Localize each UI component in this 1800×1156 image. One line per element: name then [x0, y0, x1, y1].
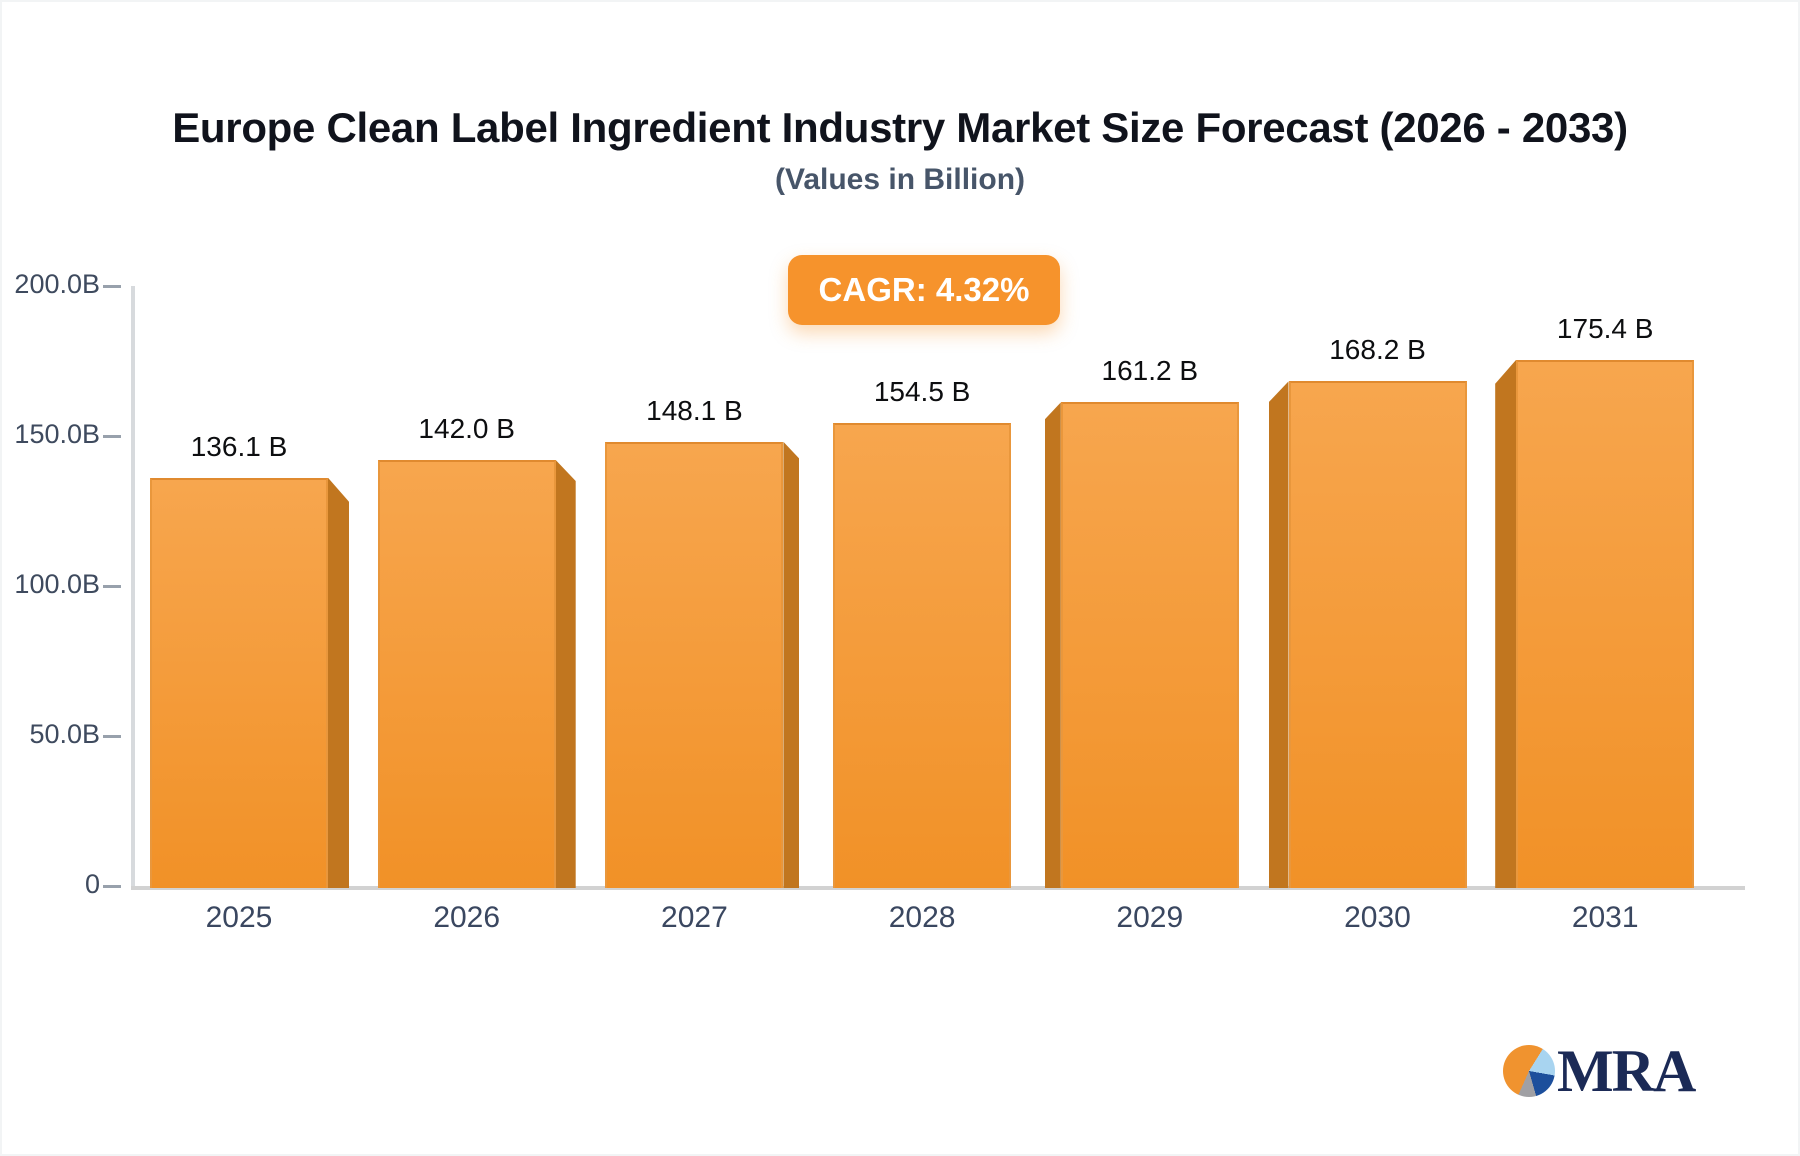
y-axis-tick [103, 735, 121, 738]
bar-value-label-2027: 148.1 B [646, 394, 743, 426]
x-axis-label-2025: 2025 [205, 901, 273, 934]
y-axis-tick-label: 50.0B [29, 719, 100, 749]
y-axis-line [131, 286, 135, 890]
bar-side-2026 [555, 460, 576, 888]
bar-value-label-2026: 142.0 B [418, 413, 515, 444]
bar-side-2030 [1268, 381, 1289, 888]
bar-value-label-2029: 161.2 B [1101, 355, 1199, 387]
x-axis-label-2030: 2030 [1344, 901, 1411, 934]
bar-value-label-2030: 168.2 B [1329, 334, 1426, 366]
x-axis-label-2027: 2027 [661, 901, 728, 934]
bar-2025 [150, 477, 328, 888]
bar-2030 [1288, 381, 1467, 888]
bar-side-2031 [1495, 359, 1517, 888]
bar-side-2027 [783, 441, 800, 888]
bar-2026 [377, 460, 556, 888]
bar-value-label-2031: 175.4 B [1556, 312, 1654, 344]
y-axis-tick [103, 585, 121, 588]
x-axis-line [131, 886, 1745, 890]
y-axis-tick-label: 0 [84, 869, 100, 899]
y-axis-tick-label: 200.0B [14, 269, 100, 299]
bar-value-label-2025: 136.1 B [190, 430, 288, 462]
brand-text: MRA [1557, 1038, 1696, 1104]
bar-2029 [1060, 402, 1239, 888]
cagr-badge: CAGR: 4.32% [788, 255, 1060, 325]
x-axis-label-2029: 2029 [1116, 901, 1184, 934]
bar-value-label-2028: 154.5 B [873, 375, 971, 407]
bar-2031 [1516, 359, 1695, 888]
y-axis-tick-label: 100.0B [14, 569, 100, 599]
brand-logo: MRA [1503, 1038, 1696, 1104]
pie-chart-icon [1503, 1045, 1555, 1097]
bar-side-2029 [1044, 402, 1061, 888]
y-axis-tick [103, 885, 121, 888]
page-subtitle: (Values in Billion) [774, 163, 1026, 196]
y-axis-tick-label: 150.0B [14, 419, 100, 449]
bar-2028 [833, 422, 1012, 888]
x-axis-label-2028: 2028 [888, 901, 956, 934]
bar-side-2025 [328, 477, 349, 888]
y-axis-tick [103, 285, 121, 288]
y-axis-tick [103, 435, 121, 438]
bar-2027 [605, 441, 784, 888]
page-title: Europe Clean Label Ingredient Industry M… [172, 104, 1628, 151]
x-axis-label-2031: 2031 [1571, 901, 1639, 934]
x-axis-label-2026: 2026 [433, 901, 501, 934]
